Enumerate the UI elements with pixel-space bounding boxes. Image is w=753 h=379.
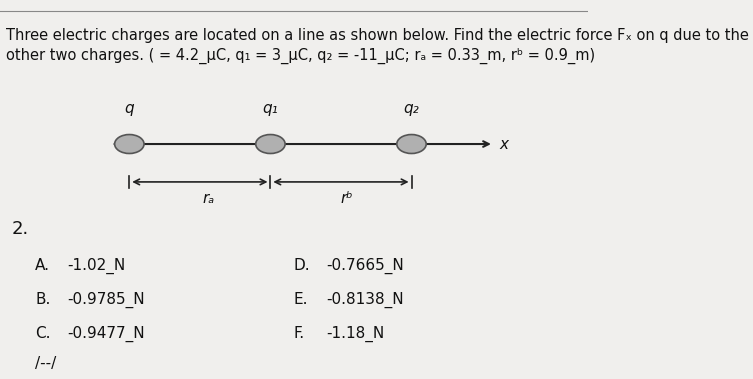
Text: other two charges. ( = 4.2_μC, q₁ = 3_μC, q₂ = -11_μC; rₐ = 0.33_m, rᵇ = 0.9_m): other two charges. ( = 4.2_μC, q₁ = 3_μC…: [6, 47, 595, 64]
Text: D.: D.: [294, 258, 310, 273]
Text: -0.9477_N: -0.9477_N: [68, 326, 145, 342]
Circle shape: [256, 135, 285, 153]
Text: -0.9785_N: -0.9785_N: [68, 292, 145, 308]
Text: Three electric charges are located on a line as shown below. Find the electric f: Three electric charges are located on a …: [6, 28, 748, 44]
Text: F.: F.: [294, 326, 305, 341]
Text: -0.7665_N: -0.7665_N: [326, 258, 404, 274]
Text: x: x: [500, 136, 509, 152]
Circle shape: [397, 135, 426, 153]
Text: -0.8138_N: -0.8138_N: [326, 292, 404, 308]
Text: 2.: 2.: [12, 220, 29, 238]
Text: -1.02_N: -1.02_N: [68, 258, 126, 274]
Text: /--/: /--/: [35, 356, 56, 371]
Circle shape: [114, 135, 144, 153]
Text: q₂: q₂: [404, 100, 419, 116]
Text: rᵇ: rᵇ: [340, 191, 353, 207]
Text: B.: B.: [35, 292, 50, 307]
Text: rₐ: rₐ: [203, 191, 215, 207]
Text: -1.18_N: -1.18_N: [326, 326, 385, 342]
Text: C.: C.: [35, 326, 50, 341]
Text: q₁: q₁: [263, 100, 279, 116]
Text: q: q: [124, 100, 134, 116]
Text: A.: A.: [35, 258, 50, 273]
Text: E.: E.: [294, 292, 309, 307]
